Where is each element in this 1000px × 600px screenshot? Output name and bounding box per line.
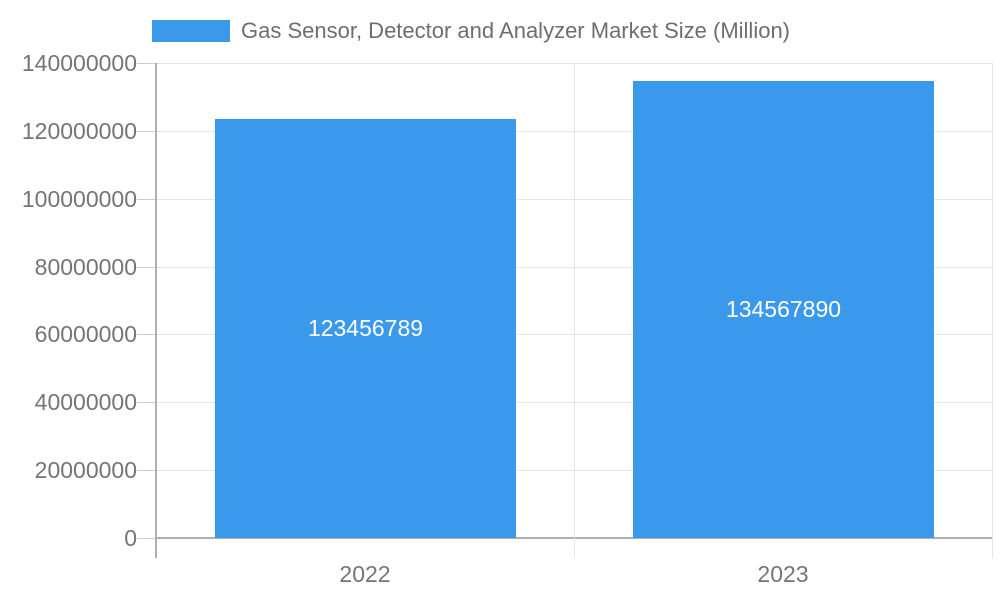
y-axis-tick-label: 60000000 — [34, 321, 137, 347]
legend-label: Gas Sensor, Detector and Analyzer Market… — [241, 18, 791, 43]
y-axis-tick — [137, 63, 156, 64]
bar-2023[interactable] — [633, 81, 934, 538]
y-axis-tick — [137, 267, 156, 268]
plot-right-border — [992, 63, 993, 558]
y-axis-tick-label: 20000000 — [34, 457, 137, 483]
y-axis-tick — [137, 470, 156, 471]
y-axis-tick — [137, 131, 156, 132]
y-axis-tick — [137, 199, 156, 200]
legend-swatch — [152, 20, 230, 42]
y-axis-tick-label: 80000000 — [34, 254, 137, 280]
bar-value-label: 123456789 — [307, 315, 424, 341]
bar-2022[interactable] — [215, 119, 516, 538]
y-axis-tick — [137, 402, 156, 403]
bar-value-label: 134567890 — [725, 296, 842, 322]
y-axis-tick-label: 0 — [124, 525, 137, 551]
legend-item[interactable]: Gas Sensor, Detector and Analyzer Market… — [152, 18, 791, 43]
y-axis-tick-label: 100000000 — [21, 186, 137, 212]
y-axis-tick-label: 120000000 — [21, 118, 137, 144]
category-divider-line — [574, 63, 575, 558]
y-axis-line — [155, 63, 157, 558]
y-axis-tick-label: 140000000 — [21, 50, 137, 76]
y-axis-tick — [137, 334, 156, 335]
x-axis-category-label: 2023 — [757, 561, 809, 587]
x-axis-category-label: 2022 — [339, 561, 391, 587]
y-axis-tick-label: 40000000 — [34, 389, 137, 415]
y-axis-tick — [137, 538, 156, 539]
